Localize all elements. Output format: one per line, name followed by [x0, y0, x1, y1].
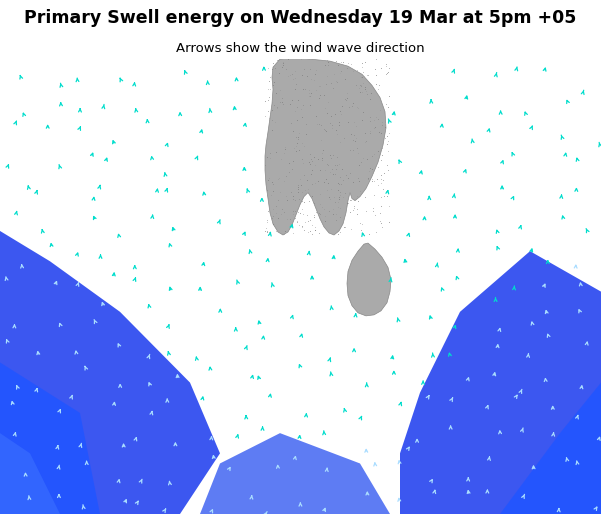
Polygon shape	[0, 231, 220, 514]
Text: Arrows show the wind wave direction: Arrows show the wind wave direction	[176, 42, 425, 55]
Polygon shape	[0, 362, 100, 514]
Polygon shape	[347, 243, 391, 316]
Text: Primary Swell energy on Wednesday 19 Mar at 5pm +05: Primary Swell energy on Wednesday 19 Mar…	[24, 9, 577, 27]
Polygon shape	[265, 57, 386, 235]
Polygon shape	[200, 433, 390, 514]
Polygon shape	[400, 251, 601, 514]
Polygon shape	[0, 433, 60, 514]
Polygon shape	[500, 382, 601, 514]
